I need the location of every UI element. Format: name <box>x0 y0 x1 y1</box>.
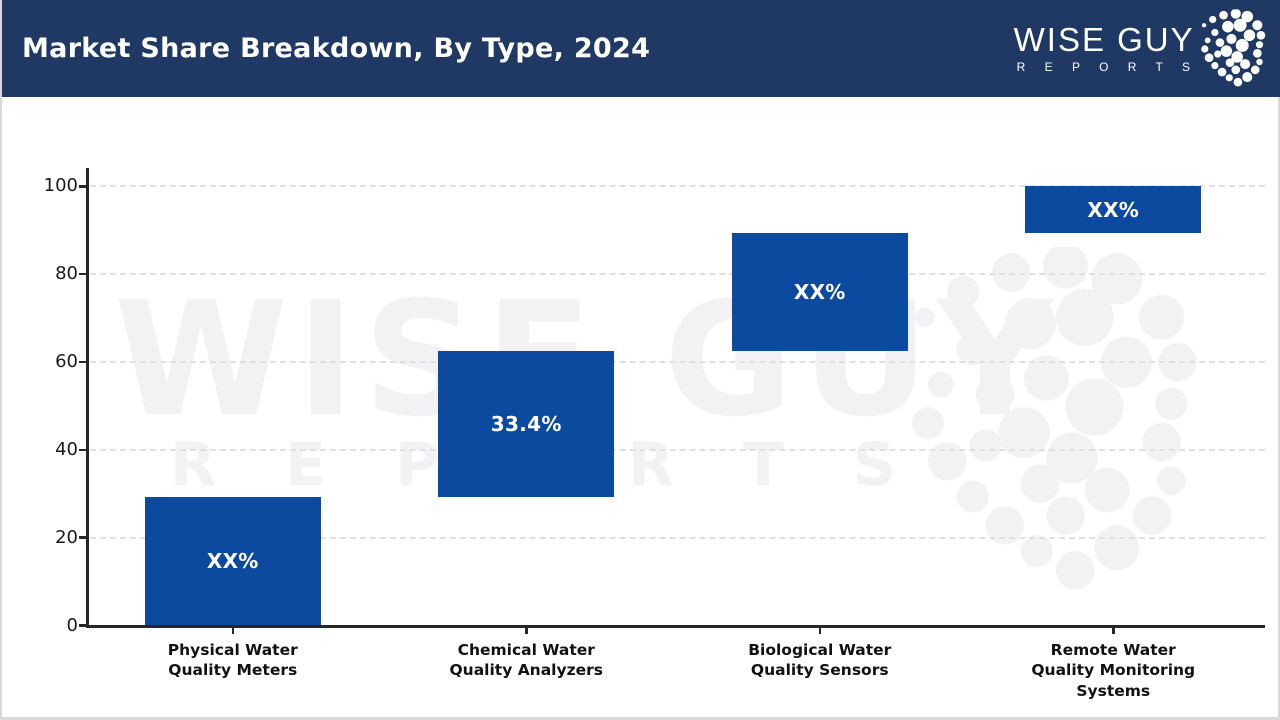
bar-3: XX% <box>731 232 908 351</box>
gridline <box>90 536 1265 539</box>
logo-head-icon <box>1194 9 1266 89</box>
bar-value-label: XX% <box>1087 197 1140 222</box>
bar-2: 33.4% <box>438 350 615 498</box>
y-tick-mark <box>79 272 87 276</box>
category-label-line: Quality Sensors <box>750 661 889 680</box>
logo-sub-text: R E P O R T S <box>1016 60 1198 74</box>
x-tick-mark <box>818 627 821 634</box>
category-label-line: Remote Water <box>1050 641 1176 659</box>
category-label-line: Quality Monitoring <box>1031 661 1196 680</box>
y-tick-mark <box>79 536 87 539</box>
bar-value-label: XX% <box>206 549 259 574</box>
y-axis-line <box>86 168 89 627</box>
y-tick-label: 0 <box>66 614 78 636</box>
wiseguy-logo: WISE GUY R E P O R T S <box>1014 9 1266 89</box>
gridline <box>90 273 1265 276</box>
gridline <box>90 448 1265 451</box>
y-tick-label: 80 <box>55 263 78 285</box>
category-label-line: Biological Water <box>748 641 892 659</box>
gridline <box>90 360 1265 363</box>
y-tick-label: 20 <box>55 526 78 548</box>
bar-1: XX% <box>144 497 321 626</box>
category-label: Physical Water Quality Meters <box>83 640 383 681</box>
bar-4: XX% <box>1025 186 1202 233</box>
category-label: Remote Water Quality Monitoring Systems <box>963 640 1263 701</box>
gridline <box>90 185 1265 188</box>
category-label: Biological Water Quality Sensors <box>670 640 970 681</box>
category-label-line: Chemical Water <box>457 641 595 659</box>
y-tick-label: 40 <box>55 438 78 460</box>
x-tick-mark <box>525 627 528 634</box>
bar-value-label: 33.4% <box>490 411 562 436</box>
y-tick-mark <box>79 624 87 627</box>
category-label-line: Quality Meters <box>168 661 298 680</box>
y-tick-label: 100 <box>43 175 78 197</box>
y-tick-mark <box>79 185 87 188</box>
y-tick-mark <box>79 360 87 364</box>
category-label: Chemical Water Quality Analyzers <box>376 640 676 681</box>
y-tick-label: 60 <box>55 350 78 372</box>
page-title: Market Share Breakdown, By Type, 2024 <box>22 33 651 64</box>
logo-text: WISE GUY R E P O R T S <box>1014 23 1198 74</box>
y-tick-mark <box>79 448 87 452</box>
bar-value-label: XX% <box>793 279 846 304</box>
x-tick-mark <box>231 627 234 634</box>
category-label-line: Quality Analyzers <box>449 661 604 680</box>
category-label-line: Physical Water <box>167 641 298 659</box>
header-banner: Market Share Breakdown, By Type, 2024 WI… <box>2 0 1280 97</box>
x-tick-mark <box>1112 627 1115 634</box>
x-axis-line <box>86 625 1265 628</box>
category-label-line: Systems <box>1076 681 1151 700</box>
logo-name-text: WISE GUY <box>1013 21 1195 58</box>
